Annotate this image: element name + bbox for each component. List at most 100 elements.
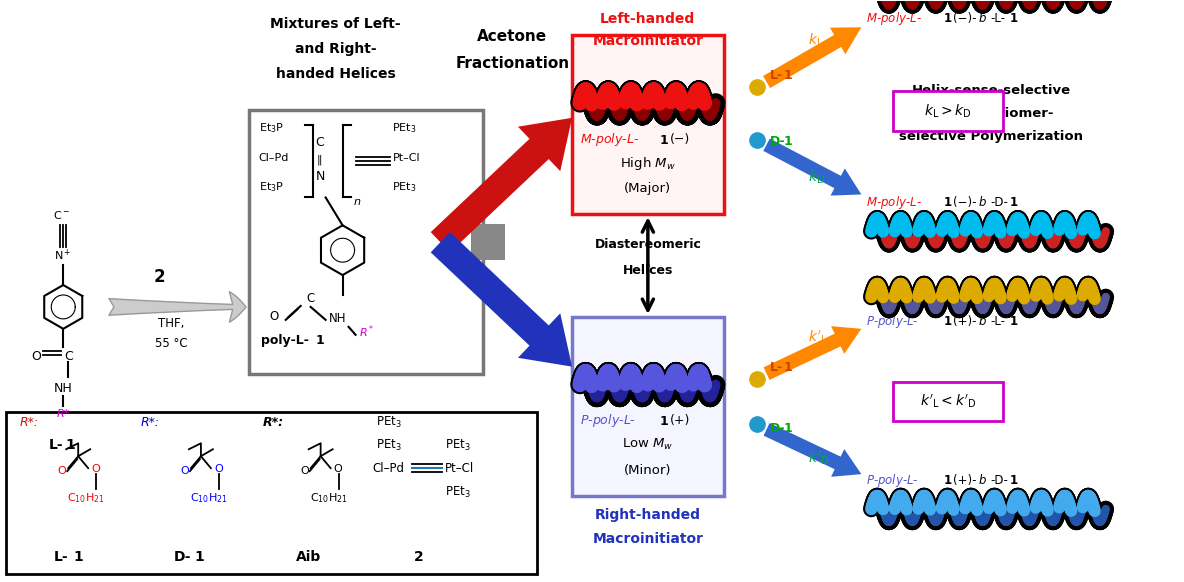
Text: PEt$_3$: PEt$_3$ [445,438,471,453]
Text: -D-: -D- [990,196,1008,210]
Text: D-: D- [770,423,785,435]
Text: L-: L- [54,550,69,564]
Text: 1: 1 [784,134,792,148]
FancyBboxPatch shape [893,382,1003,421]
Text: Aib: Aib [296,550,321,564]
Text: $k_\mathrm{L} > k_\mathrm{D}$: $k_\mathrm{L} > k_\mathrm{D}$ [925,102,972,120]
Text: Macroinitiator: Macroinitiator [592,34,703,48]
Text: L-: L- [770,69,783,82]
Text: (Minor): (Minor) [624,464,671,477]
Text: R$^*$: R$^*$ [359,324,373,340]
Text: C$_{10}$H$_{21}$: C$_{10}$H$_{21}$ [310,491,347,505]
FancyBboxPatch shape [249,110,483,374]
Text: PEt$_3$: PEt$_3$ [392,121,417,134]
Text: $b$: $b$ [978,473,987,487]
Text: Helices: Helices [623,264,673,276]
Text: 1: 1 [73,550,83,564]
Text: (−)-: (−)- [953,12,977,25]
Text: PEt$_3$: PEt$_3$ [375,438,401,453]
Text: selective Polymerization: selective Polymerization [899,130,1083,143]
Text: and Enantiomer-: and Enantiomer- [928,107,1054,120]
Text: 1: 1 [1010,196,1018,210]
Text: 1: 1 [944,12,952,25]
Polygon shape [431,232,572,367]
Polygon shape [431,118,572,253]
FancyBboxPatch shape [6,413,538,574]
Text: 1: 1 [784,361,792,374]
Text: PEt$_3$: PEt$_3$ [445,485,471,500]
Text: R*: R* [57,409,70,420]
Text: Acetone: Acetone [477,29,547,44]
Text: O: O [214,464,223,474]
Text: $P$-poly-L-: $P$-poly-L- [580,413,636,430]
Text: NH: NH [53,382,72,395]
Text: Cl–Pd: Cl–Pd [259,152,289,162]
Text: and Right-: and Right- [295,42,377,56]
Polygon shape [764,326,862,380]
Text: $\mathsf{C}^-$: $\mathsf{C}^-$ [53,210,70,221]
Text: Pt–Cl: Pt–Cl [392,152,420,162]
Text: (+): (+) [670,414,690,427]
Text: 1: 1 [1010,474,1018,487]
Text: D-: D- [770,134,785,148]
Text: NH: NH [329,312,346,325]
Text: Right-handed: Right-handed [594,508,701,522]
Text: PEt$_3$: PEt$_3$ [392,180,417,194]
Polygon shape [764,139,862,196]
Text: 2: 2 [413,550,424,564]
Text: poly-L-: poly-L- [260,333,309,347]
Text: $P$-poly-L-: $P$-poly-L- [867,313,919,330]
Text: $b$: $b$ [978,196,987,210]
Text: -L-: -L- [990,12,1005,25]
Text: Mixtures of Left-: Mixtures of Left- [270,17,401,31]
Text: (+)-: (+)- [953,474,977,487]
Text: 1: 1 [316,333,324,347]
Text: Pt–Cl: Pt–Cl [445,462,475,475]
Text: 1: 1 [944,196,952,210]
Text: O: O [91,464,99,474]
Text: C: C [307,292,315,305]
Text: O: O [270,310,278,323]
Text: O: O [32,350,41,363]
Text: Helix-sense-selective: Helix-sense-selective [912,84,1070,97]
Text: Et$_3$P: Et$_3$P [259,121,284,134]
Text: Fractionation: Fractionation [455,56,570,71]
Text: handed Helices: handed Helices [276,67,395,81]
Text: $M$-poly-L-: $M$-poly-L- [867,10,922,27]
Text: $M$-poly-L-: $M$-poly-L- [867,194,922,211]
Text: 2: 2 [153,268,165,286]
Text: O: O [301,466,309,476]
Text: Low $M_w$: Low $M_w$ [622,437,674,452]
Text: -D-: -D- [990,474,1008,487]
Text: 1: 1 [659,134,669,147]
Text: $k_\mathrm{L}$: $k_\mathrm{L}$ [809,31,824,48]
Text: 1: 1 [659,416,669,428]
Polygon shape [764,27,862,88]
Text: 1: 1 [195,550,205,564]
Text: 1: 1 [1010,12,1018,25]
Text: O: O [58,466,66,476]
Text: 55 °C: 55 °C [155,337,187,350]
Text: (−): (−) [670,133,690,146]
FancyBboxPatch shape [572,36,723,214]
Text: $k_\mathrm{D}$: $k_\mathrm{D}$ [809,169,825,186]
Text: Et$_3$P: Et$_3$P [259,180,284,194]
Text: N: N [316,169,326,183]
Polygon shape [764,423,862,477]
Text: $b$: $b$ [978,314,987,328]
Text: $k'_\mathrm{L} < k'_\mathrm{D}$: $k'_\mathrm{L} < k'_\mathrm{D}$ [920,393,977,410]
Text: $k'_\mathrm{L}$: $k'_\mathrm{L}$ [809,329,828,346]
Text: R*:: R*: [19,416,38,430]
Text: C$_{10}$H$_{21}$: C$_{10}$H$_{21}$ [189,491,227,505]
Text: $\mathsf{N}^+$: $\mathsf{N}^+$ [54,248,72,263]
Text: C$_{10}$H$_{21}$: C$_{10}$H$_{21}$ [67,491,105,505]
Text: L-: L- [49,438,63,452]
Text: C: C [64,350,73,363]
Text: Macroinitiator: Macroinitiator [592,532,703,546]
Text: 1: 1 [1010,315,1018,328]
Text: -L-: -L- [990,315,1005,328]
Text: THF,: THF, [157,317,185,330]
Text: Left-handed: Left-handed [600,12,695,26]
Text: $n$: $n$ [353,197,361,207]
Text: D-: D- [174,550,192,564]
